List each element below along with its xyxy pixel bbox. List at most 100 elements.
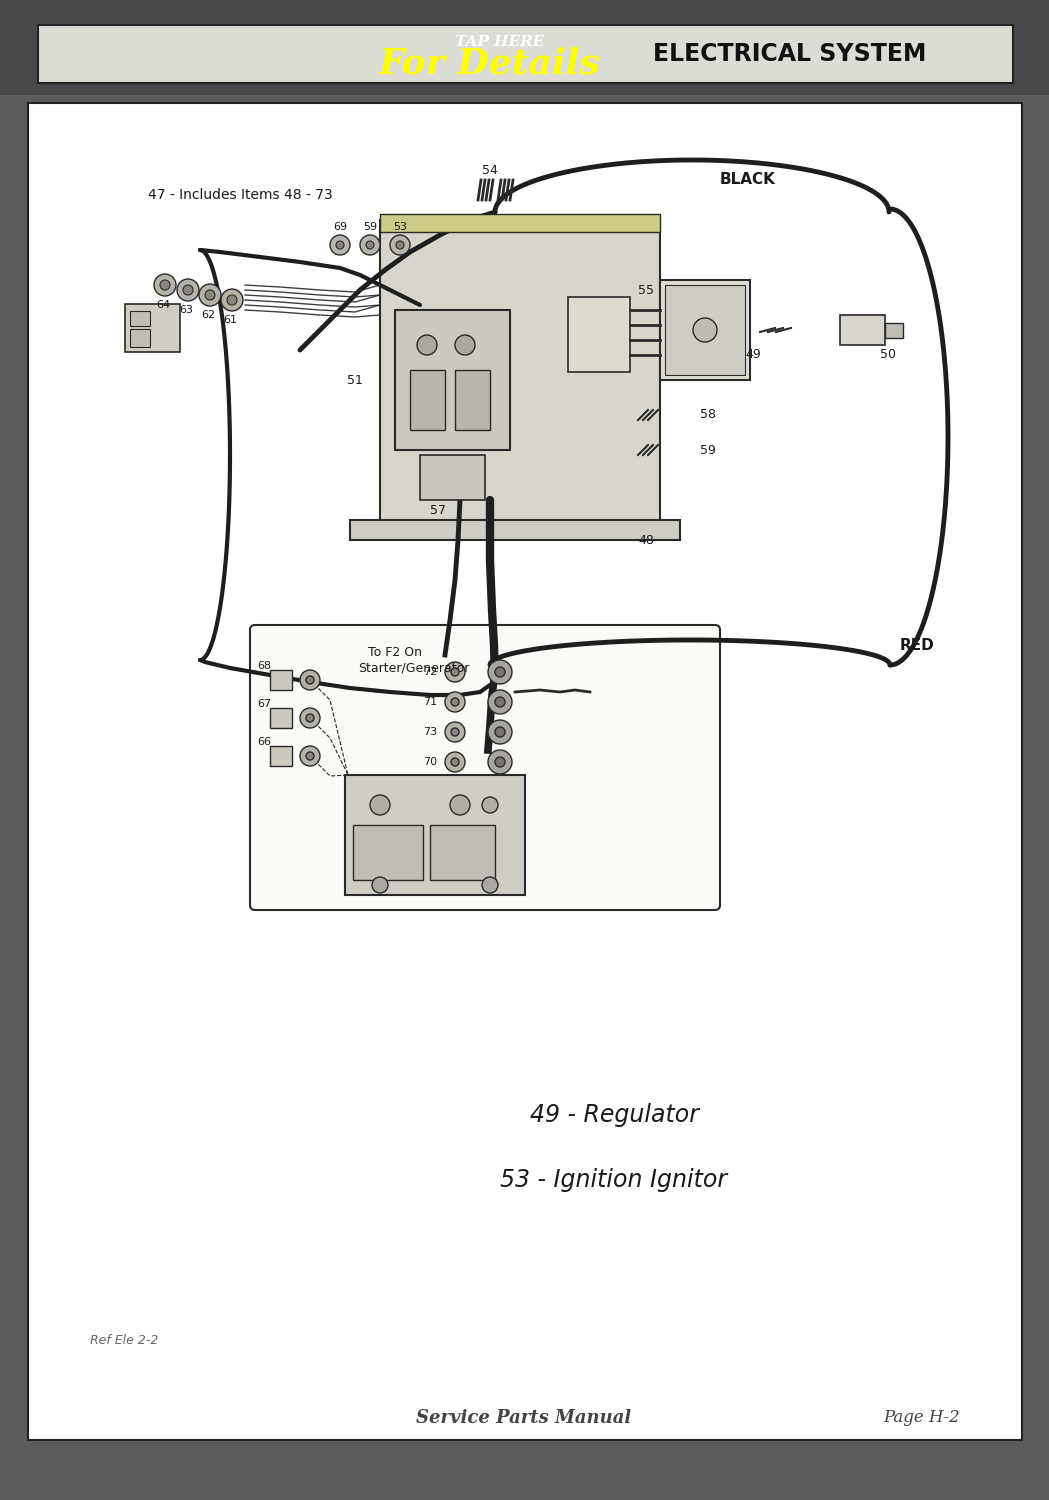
Bar: [0, 0, 1049, 94]
Text: Ref Ele 2-2: Ref Ele 2-2: [90, 1334, 158, 1347]
Circle shape: [300, 746, 320, 766]
Bar: [420, 454, 485, 500]
Circle shape: [205, 290, 215, 300]
Circle shape: [445, 662, 465, 682]
Circle shape: [366, 242, 374, 249]
Bar: [430, 825, 495, 880]
Text: Page H-2: Page H-2: [883, 1410, 960, 1426]
Bar: [395, 310, 510, 450]
Text: 70: 70: [423, 758, 437, 766]
Text: 68: 68: [257, 662, 271, 670]
Circle shape: [495, 728, 505, 736]
Circle shape: [445, 692, 465, 712]
Circle shape: [336, 242, 344, 249]
Text: Service Parts Manual: Service Parts Manual: [416, 1408, 631, 1426]
Text: 57: 57: [430, 504, 446, 516]
Circle shape: [455, 334, 475, 356]
Text: 59: 59: [700, 444, 715, 456]
Circle shape: [481, 878, 498, 892]
FancyBboxPatch shape: [250, 626, 720, 910]
Circle shape: [300, 708, 320, 728]
Text: 64: 64: [156, 300, 170, 310]
Circle shape: [481, 796, 498, 813]
Circle shape: [372, 878, 388, 892]
Bar: [28, 104, 1022, 1440]
Bar: [38, 26, 1013, 82]
Text: 53 - Ignition Ignitor: 53 - Ignition Ignitor: [500, 1168, 727, 1192]
Circle shape: [221, 290, 243, 310]
Text: 50: 50: [880, 348, 896, 361]
Circle shape: [306, 676, 314, 684]
Circle shape: [397, 242, 404, 249]
Circle shape: [445, 722, 465, 742]
Circle shape: [418, 334, 437, 356]
Bar: [345, 776, 524, 896]
Bar: [660, 280, 750, 380]
Circle shape: [199, 284, 221, 306]
Circle shape: [306, 752, 314, 760]
Text: 48: 48: [638, 534, 654, 546]
Circle shape: [450, 795, 470, 814]
Circle shape: [693, 318, 718, 342]
Text: 49: 49: [745, 348, 761, 361]
Bar: [410, 370, 445, 430]
Bar: [455, 370, 490, 430]
Bar: [270, 670, 292, 690]
Circle shape: [445, 752, 465, 772]
Bar: [665, 285, 745, 375]
Circle shape: [495, 698, 505, 706]
Bar: [354, 825, 423, 880]
Text: 67: 67: [257, 699, 271, 709]
Text: BLACK: BLACK: [720, 172, 776, 188]
Bar: [568, 297, 630, 372]
Circle shape: [390, 236, 410, 255]
Text: For Details: For Details: [379, 46, 601, 80]
Text: 62: 62: [201, 310, 215, 320]
Text: 54: 54: [483, 164, 498, 177]
Circle shape: [451, 668, 459, 676]
Text: RED: RED: [900, 638, 935, 652]
Text: To F2 On: To F2 On: [368, 645, 422, 658]
Circle shape: [451, 758, 459, 766]
Text: 53: 53: [393, 222, 407, 232]
Circle shape: [227, 296, 237, 304]
Circle shape: [488, 720, 512, 744]
Bar: [350, 520, 680, 540]
Text: 71: 71: [423, 698, 437, 706]
Text: Starter/Generator: Starter/Generator: [358, 662, 469, 675]
Bar: [380, 220, 660, 530]
Bar: [380, 214, 660, 232]
Bar: [885, 322, 903, 338]
Bar: [840, 315, 885, 345]
Circle shape: [488, 750, 512, 774]
Text: 59: 59: [363, 222, 377, 232]
Text: 72: 72: [423, 668, 437, 676]
Circle shape: [177, 279, 199, 302]
Circle shape: [306, 714, 314, 722]
Circle shape: [488, 690, 512, 714]
Circle shape: [360, 236, 380, 255]
Circle shape: [451, 698, 459, 706]
Circle shape: [154, 274, 176, 296]
Circle shape: [160, 280, 170, 290]
Circle shape: [488, 660, 512, 684]
Text: 55: 55: [638, 284, 654, 297]
Bar: [130, 328, 150, 346]
Bar: [130, 310, 150, 326]
Circle shape: [451, 728, 459, 736]
Text: TAP HERE: TAP HERE: [455, 34, 544, 50]
Circle shape: [330, 236, 350, 255]
Text: 63: 63: [179, 304, 193, 315]
Bar: [270, 746, 292, 766]
Text: 49 - Regulator: 49 - Regulator: [530, 1102, 699, 1126]
Text: 73: 73: [423, 728, 437, 736]
Text: 69: 69: [333, 222, 347, 232]
Text: 58: 58: [700, 408, 716, 422]
Circle shape: [370, 795, 390, 814]
Text: 51: 51: [347, 374, 363, 387]
Text: 61: 61: [223, 315, 237, 326]
Text: 66: 66: [257, 736, 271, 747]
Circle shape: [495, 758, 505, 766]
Text: 47 - Includes Items 48 - 73: 47 - Includes Items 48 - 73: [148, 188, 333, 202]
Circle shape: [183, 285, 193, 296]
